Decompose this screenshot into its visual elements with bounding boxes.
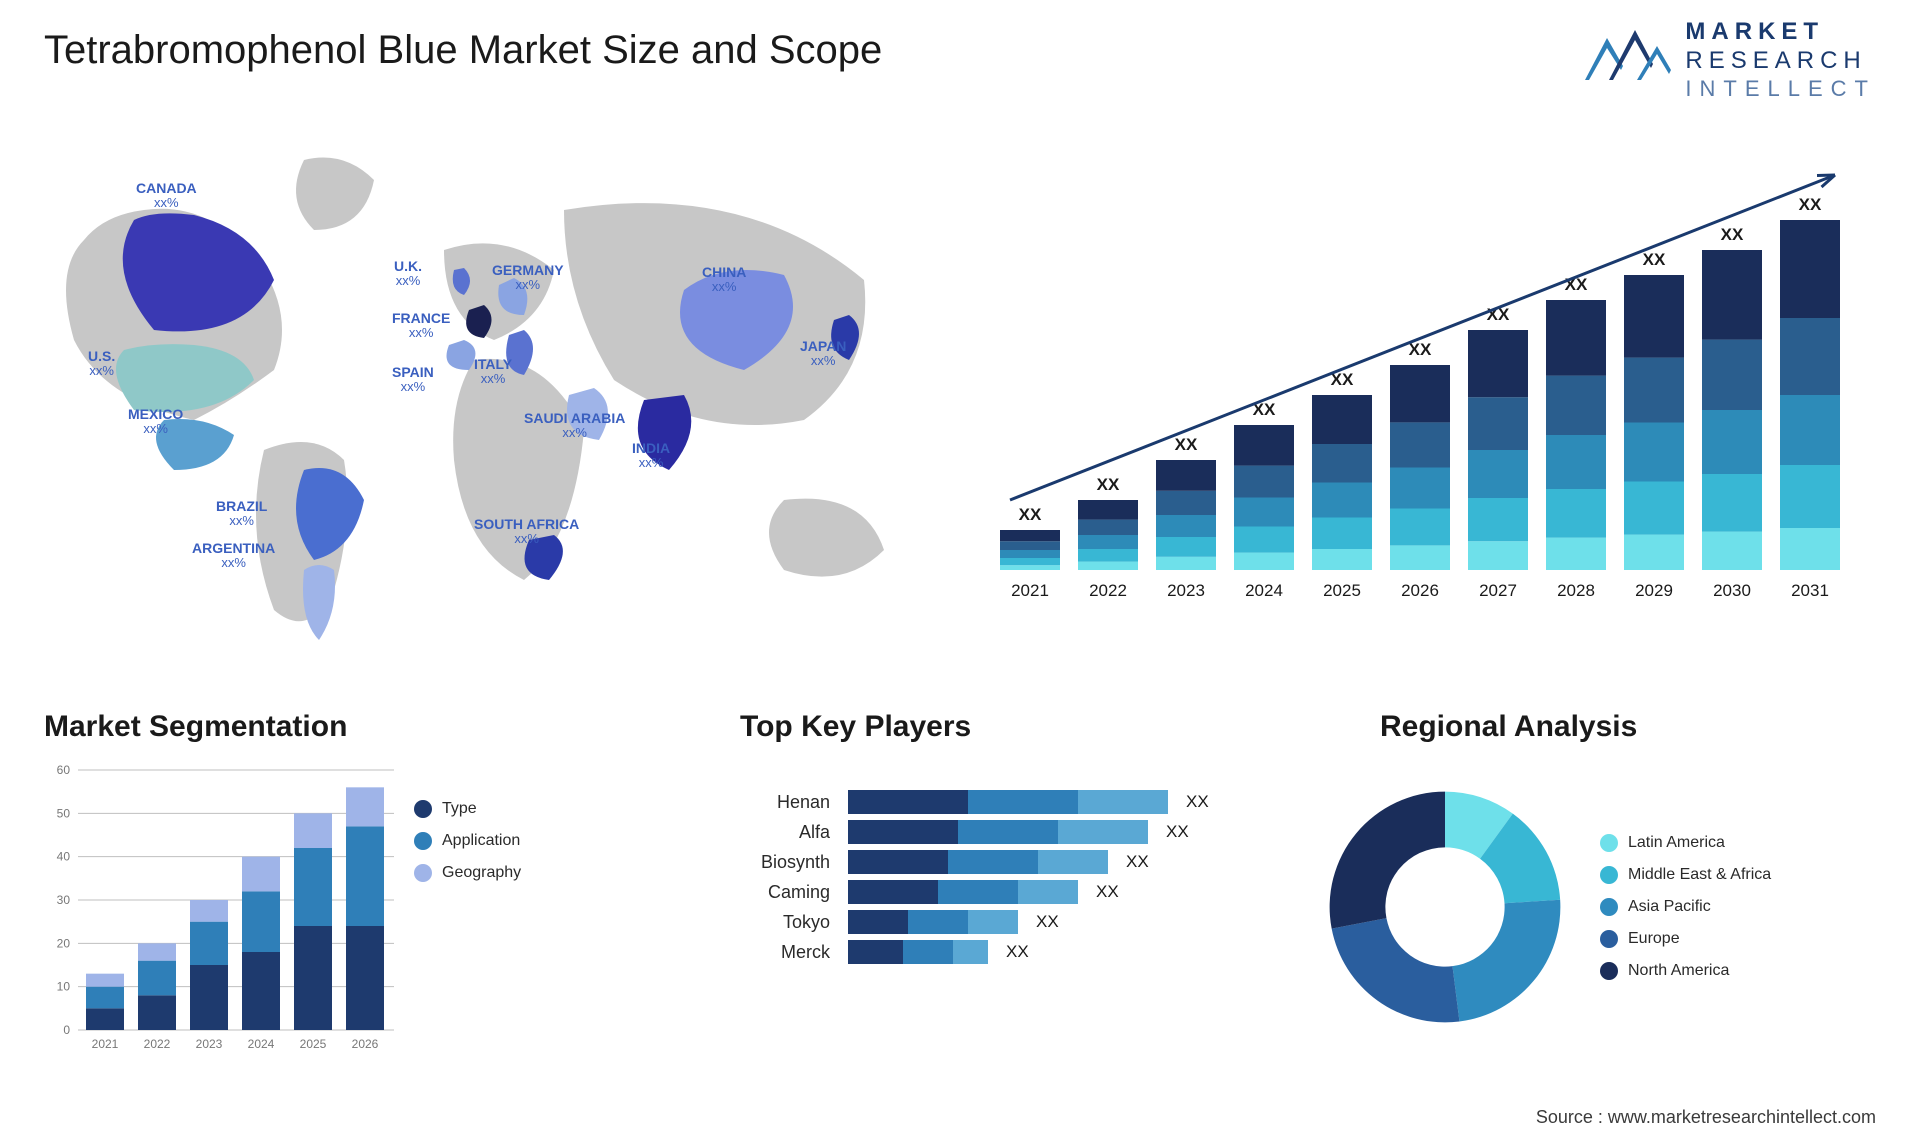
svg-text:XX: XX (1097, 475, 1120, 494)
player-row-caming: Caming XX (740, 880, 1280, 904)
svg-text:2022: 2022 (144, 1037, 171, 1051)
svg-text:XX: XX (1175, 435, 1198, 454)
map-label-italy: ITALYxx% (474, 356, 512, 387)
player-bar (848, 880, 1078, 904)
logo-line-3: INTELLECT (1685, 76, 1876, 102)
svg-text:XX: XX (1643, 250, 1666, 269)
svg-text:XX: XX (1721, 225, 1744, 244)
player-row-biosynth: Biosynth XX (740, 850, 1280, 874)
players-heading: Top Key Players (740, 710, 971, 744)
svg-text:10: 10 (57, 980, 71, 994)
svg-text:XX: XX (1799, 195, 1822, 214)
player-name: Tokyo (740, 912, 830, 933)
player-value: XX (1126, 852, 1149, 872)
logo-line-2: RESEARCH (1685, 47, 1876, 76)
logo: MARKET RESEARCH INTELLECT (1585, 18, 1876, 102)
region-legend-europe: Europe (1600, 930, 1771, 948)
svg-text:50: 50 (57, 806, 71, 820)
svg-text:20: 20 (57, 936, 71, 950)
players-panel: HenanXXAlfaXXBiosynthXXCamingXXTokyoXXMe… (740, 760, 1280, 1080)
seg-legend-type: Type (414, 800, 521, 818)
player-value: XX (1096, 882, 1119, 902)
player-name: Merck (740, 942, 830, 963)
player-bar (848, 850, 1108, 874)
map-label-argentina: ARGENTINAxx% (192, 540, 275, 571)
svg-text:2022: 2022 (1089, 581, 1127, 600)
svg-text:2023: 2023 (1167, 581, 1205, 600)
segmentation-panel: 0 10 20 30 40 50 60 2021 2022 2023 2024 2025 2026 Ty… (44, 760, 564, 1080)
svg-text:2024: 2024 (1245, 581, 1283, 600)
svg-text:2029: 2029 (1635, 581, 1673, 600)
region-legend-asia-pacific: Asia Pacific (1600, 898, 1771, 916)
map-label-brazil: BRAZILxx% (216, 498, 267, 529)
map-label-canada: CANADAxx% (136, 180, 197, 211)
svg-text:30: 30 (57, 893, 71, 907)
seg-legend-application: Application (414, 832, 521, 850)
map-label-france: FRANCExx% (392, 310, 450, 341)
regional-panel: Latin America Middle East & Africa Asia Pa… (1320, 760, 1880, 1080)
player-value: XX (1186, 792, 1209, 812)
player-name: Caming (740, 882, 830, 903)
svg-text:2028: 2028 (1557, 581, 1595, 600)
player-name: Biosynth (740, 852, 830, 873)
svg-text:2021: 2021 (1011, 581, 1049, 600)
player-row-alfa: Alfa XX (740, 820, 1280, 844)
svg-text:2026: 2026 (352, 1037, 379, 1051)
svg-text:2025: 2025 (300, 1037, 327, 1051)
player-row-tokyo: Tokyo XX (740, 910, 1280, 934)
map-label-mexico: MEXICOxx% (128, 406, 183, 437)
player-value: XX (1036, 912, 1059, 932)
svg-text:XX: XX (1019, 505, 1042, 524)
seg-legend-geography: Geography (414, 864, 521, 882)
map-label-spain: SPAINxx% (392, 364, 434, 395)
logo-mark-icon (1585, 30, 1671, 90)
player-row-henan: Henan XX (740, 790, 1280, 814)
player-bar (848, 910, 1018, 934)
player-bar (848, 820, 1148, 844)
map-label-saudi-arabia: SAUDI ARABIAxx% (524, 410, 625, 441)
region-legend-north-america: North America (1600, 962, 1771, 980)
map-label-u-s-: U.S.xx% (88, 348, 115, 379)
player-bar (848, 940, 988, 964)
svg-text:60: 60 (57, 763, 71, 777)
svg-text:2031: 2031 (1791, 581, 1829, 600)
map-label-u-k-: U.K.xx% (394, 258, 422, 289)
segmentation-heading: Market Segmentation (44, 710, 347, 744)
player-name: Henan (740, 792, 830, 813)
main-bar-chart: XX2021XX2022XX2023XX2024XX2025XX2026XX20… (980, 130, 1860, 630)
map-label-china: CHINAxx% (702, 264, 746, 295)
svg-text:0: 0 (63, 1023, 70, 1037)
player-name: Alfa (740, 822, 830, 843)
logo-line-1: MARKET (1685, 18, 1876, 47)
svg-text:2023: 2023 (196, 1037, 223, 1051)
player-row-merck: Merck XX (740, 940, 1280, 964)
svg-text:2027: 2027 (1479, 581, 1517, 600)
map-label-india: INDIAxx% (632, 440, 670, 471)
player-value: XX (1006, 942, 1029, 962)
region-legend-latin-america: Latin America (1600, 834, 1771, 852)
map-label-japan: JAPANxx% (800, 338, 846, 369)
svg-text:40: 40 (57, 850, 71, 864)
svg-text:2026: 2026 (1401, 581, 1439, 600)
svg-text:2025: 2025 (1323, 581, 1361, 600)
logo-text: MARKET RESEARCH INTELLECT (1685, 18, 1876, 102)
svg-text:2030: 2030 (1713, 581, 1751, 600)
source-attribution: Source : www.marketresearchintellect.com (1536, 1107, 1876, 1128)
player-value: XX (1166, 822, 1189, 842)
map-label-south-africa: SOUTH AFRICAxx% (474, 516, 579, 547)
region-legend-middle-east-africa: Middle East & Africa (1600, 866, 1771, 884)
regional-heading: Regional Analysis (1380, 710, 1637, 744)
page-title: Tetrabromophenol Blue Market Size and Sc… (44, 28, 882, 73)
svg-text:2021: 2021 (92, 1037, 119, 1051)
player-bar (848, 790, 1168, 814)
world-map: CANADAxx% U.S.xx% MEXICOxx% BRAZILxx% ARGENT… (44, 120, 944, 660)
svg-text:2024: 2024 (248, 1037, 275, 1051)
map-label-germany: GERMANYxx% (492, 262, 564, 293)
